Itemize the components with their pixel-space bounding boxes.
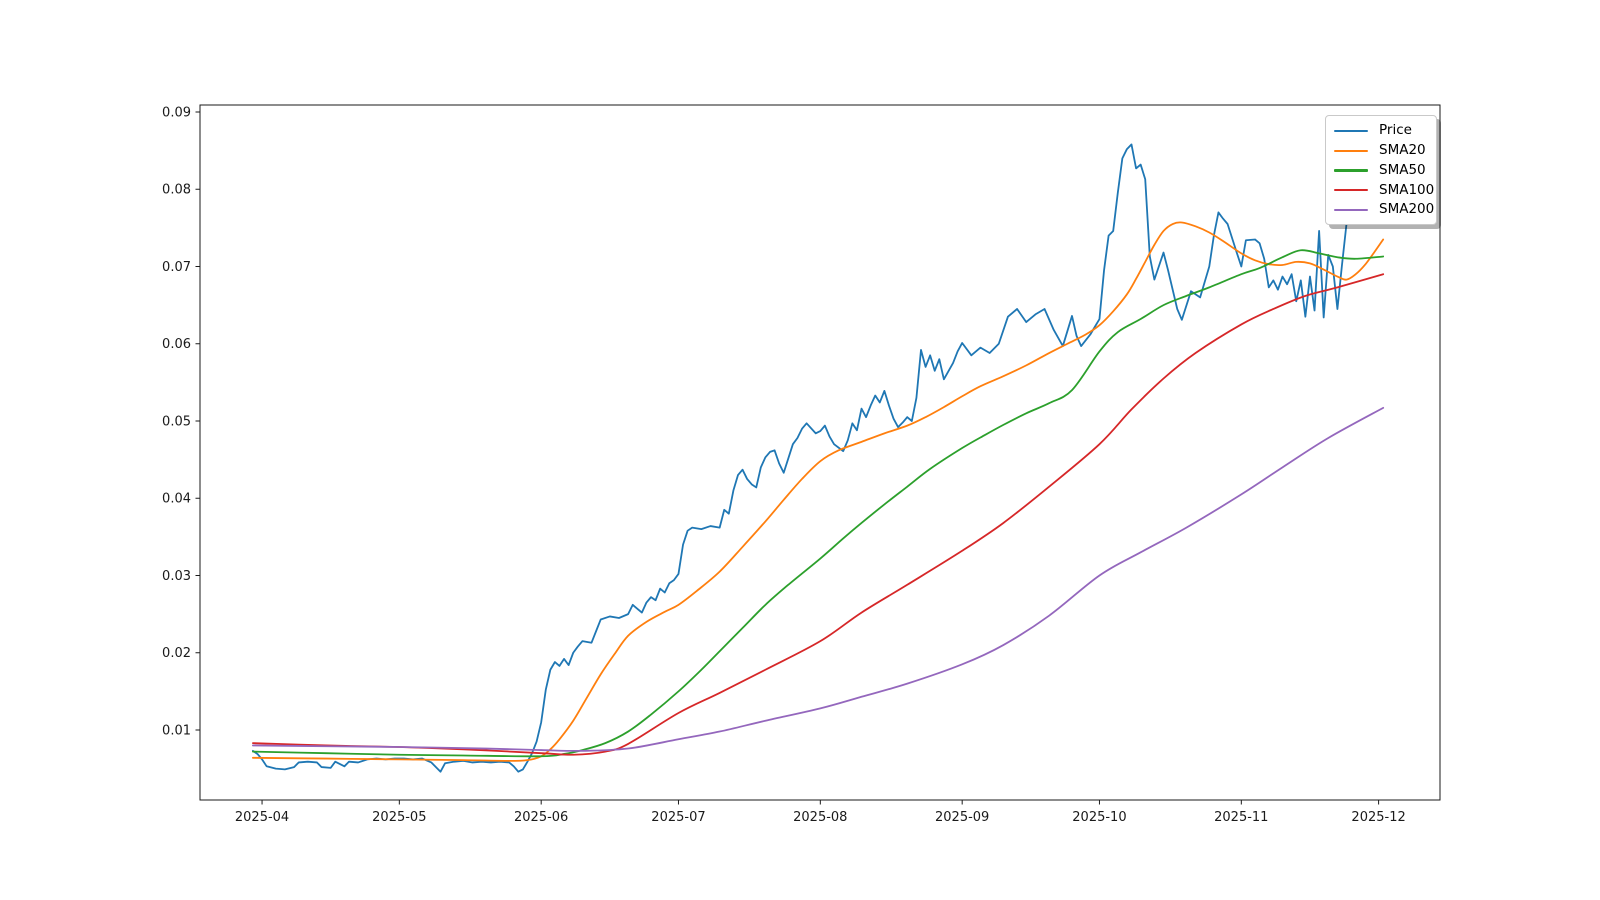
- legend-line-swatch-icon: [1334, 208, 1368, 212]
- x-tick-label: 2025-12: [1351, 810, 1405, 825]
- legend-item-sma20: SMA20: [1334, 141, 1428, 161]
- legend-item-sma200: SMA200: [1334, 200, 1434, 220]
- x-tick-label: 2025-05: [372, 810, 426, 825]
- legend-item-sma100: SMA100: [1334, 180, 1434, 200]
- legend-line-swatch-icon: [1334, 189, 1368, 192]
- y-tick-label: 0.04: [162, 492, 191, 507]
- y-tick-label: 0.06: [162, 337, 191, 352]
- x-tick-label: 2025-08: [793, 810, 847, 825]
- x-tick-label: 2025-06: [514, 810, 568, 825]
- legend-item-sma50: SMA50: [1334, 161, 1428, 181]
- x-tick-label: 2025-04: [235, 810, 289, 825]
- y-tick-label: 0.08: [162, 183, 191, 198]
- legend-item-price: Price: [1334, 121, 1428, 141]
- x-tick-label: 2025-07: [651, 810, 705, 825]
- x-tick-label: 2025-09: [935, 810, 989, 825]
- legend-label: SMA200: [1379, 201, 1435, 218]
- legend: Price SMA20 SMA50 SMA100 SMA200: [1325, 115, 1437, 225]
- y-tick-label: 0.09: [162, 105, 191, 120]
- y-tick-label: 0.05: [162, 414, 191, 429]
- legend-line-swatch-icon: [1334, 169, 1368, 172]
- axes-frame: [199, 104, 1441, 801]
- y-tick-label: 0.02: [162, 646, 191, 661]
- legend-label: SMA100: [1379, 181, 1435, 198]
- y-tick-label: 0.01: [162, 723, 191, 738]
- legend-label: SMA20: [1379, 141, 1426, 158]
- legend-line-swatch-icon: [1334, 129, 1368, 133]
- x-tick-label: 2025-10: [1072, 810, 1126, 825]
- legend-label: Price: [1379, 122, 1412, 139]
- series-line-sma50: [252, 249, 1385, 758]
- y-tick-label: 0.03: [162, 569, 191, 584]
- legend-line-swatch-icon: [1334, 149, 1368, 152]
- series-line-price: [252, 143, 1353, 773]
- plot-area: [252, 143, 1385, 773]
- series-line-sma200: [252, 406, 1385, 752]
- y-tick-label: 0.07: [162, 260, 191, 275]
- x-tick-label: 2025-11: [1214, 810, 1268, 825]
- series-line-sma20: [252, 221, 1385, 762]
- legend-label: SMA50: [1379, 161, 1426, 178]
- series-line-sma100: [252, 273, 1385, 756]
